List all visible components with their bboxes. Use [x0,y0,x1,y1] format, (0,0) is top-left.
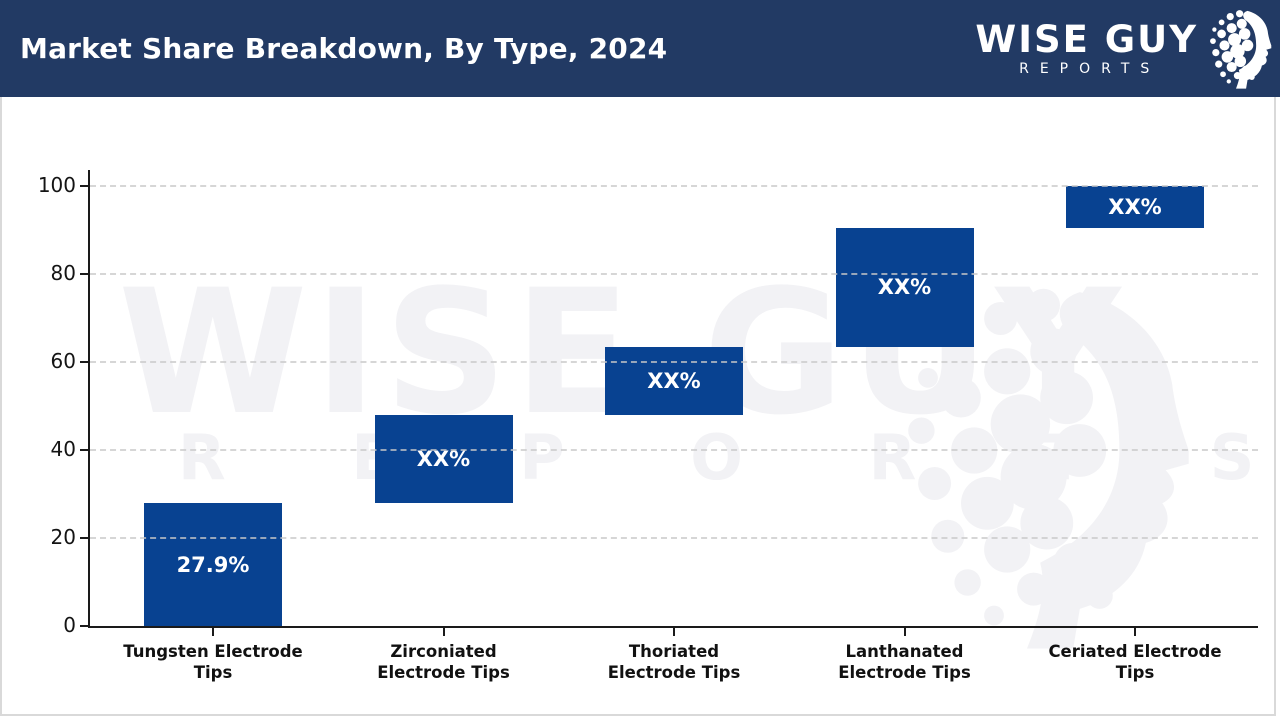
gridline [90,185,1258,187]
plot-area: 0 20 40 60 80 100 27.9% Tungsten Electrode Tips… [38,170,1258,682]
y-tick-label: 100 [37,173,76,197]
y-tick-label: 60 [50,349,76,373]
header-bar: Market Share Breakdown, By Type, 2024 WI… [0,0,1280,97]
y-tick-label: 0 [63,613,76,637]
head-dots-icon [1200,5,1272,93]
bar-value-label: 27.9% [176,552,250,577]
bar: 27.9% [144,503,282,626]
bar-value-label: XX% [416,447,471,472]
x-category-label: Ceriated Electrode Tips [1048,642,1222,683]
y-axis-tick [80,625,88,627]
bar-value-label: XX% [647,368,701,393]
y-axis-tick [80,273,88,275]
page-title: Market Share Breakdown, By Type, 2024 [20,32,668,65]
bar-value-label: XX% [877,275,932,300]
x-axis-tick [442,628,445,636]
x-axis-tick [673,628,675,636]
x-axis-tick [212,628,214,636]
x-axis-tick [1134,628,1136,636]
x-axis-tick [903,628,906,636]
x-category-label: Thoriated Electrode Tips [607,642,741,683]
gridline [90,361,1258,363]
y-axis-tick [80,185,88,187]
y-tick-label: 40 [50,437,76,461]
y-tick-label: 20 [50,525,76,549]
y-axis-tick [80,537,88,539]
bar: XX% [835,227,974,347]
wiseguy-logo: WISE GUY REPORTS [975,5,1280,93]
y-axis-tick [80,361,88,363]
y-axis-tick [80,449,88,451]
x-category-label: Lanthanated Electrode Tips [838,642,971,683]
logo-wordmark: WISE GUY [975,18,1198,61]
logo-subtitle: REPORTS [1019,61,1161,77]
gridline [90,537,1258,539]
bar: XX% [1066,186,1204,228]
gridline [90,273,1258,275]
bar: XX% [374,414,513,504]
x-category-label: Tungsten Electrode Tips [123,642,303,683]
gridline [90,449,1258,451]
y-tick-label: 80 [50,261,76,285]
logo-text: WISE GUY REPORTS [975,21,1198,76]
x-category-label: Zirconiated Electrode Tips [377,642,510,683]
bar: XX% [605,346,743,415]
bar-value-label: XX% [1108,194,1162,219]
